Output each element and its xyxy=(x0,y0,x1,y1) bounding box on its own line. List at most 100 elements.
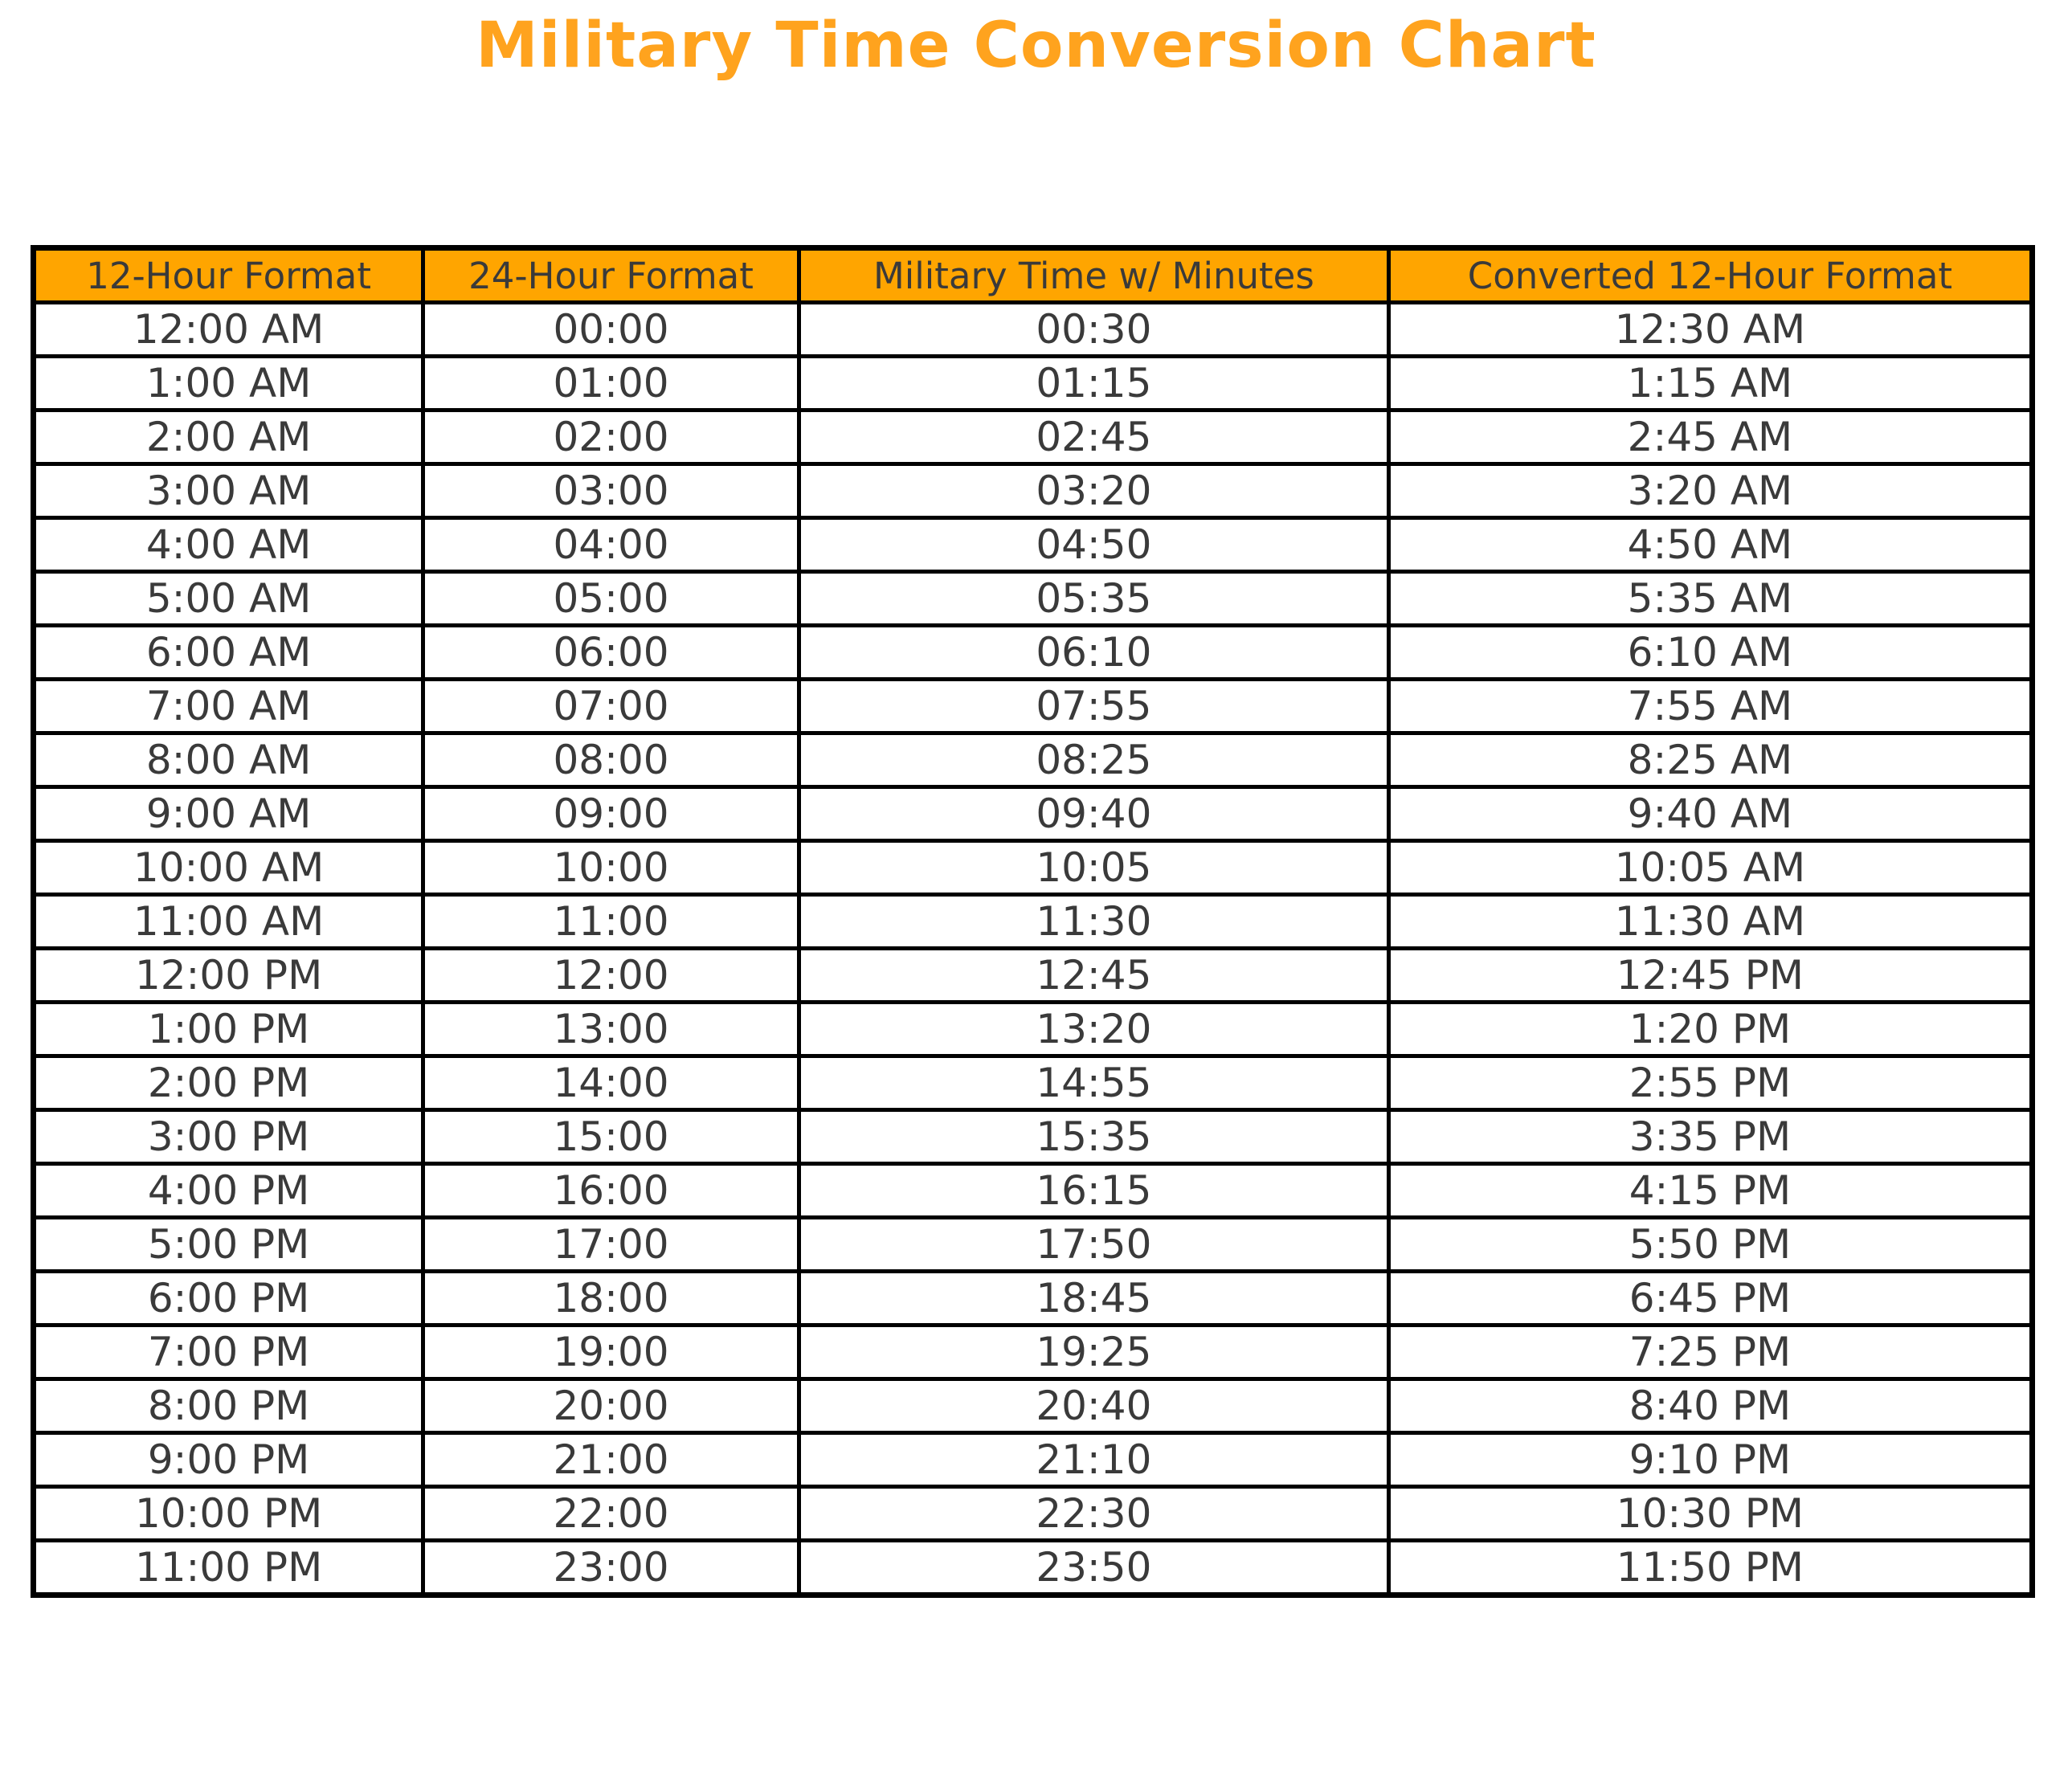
table-cell: 11:30 xyxy=(796,893,1391,950)
table-row: 11:00 PM 23:00 23:50 11:50 PM xyxy=(31,1538,2035,1597)
table-row: 5:00 PM 17:00 17:50 5:50 PM xyxy=(31,1215,2035,1273)
table-row: 2:00 AM 02:00 02:45 2:45 AM xyxy=(31,408,2035,466)
table-cell: 2:00 PM xyxy=(31,1054,426,1112)
table-cell: 22:30 xyxy=(796,1485,1391,1542)
table-cell: 19:00 xyxy=(421,1323,801,1381)
column-header: 12-Hour Format xyxy=(31,246,426,304)
table-cell: 1:15 AM xyxy=(1386,354,2035,412)
table-cell: 01:15 xyxy=(796,354,1391,412)
table-cell: 6:45 PM xyxy=(1386,1269,2035,1327)
table-cell: 3:20 AM xyxy=(1386,462,2035,520)
table-cell: 10:05 AM xyxy=(1386,839,2035,897)
table-cell: 08:00 xyxy=(421,731,801,789)
table-cell: 1:20 PM xyxy=(1386,1000,2035,1058)
table-cell: 16:15 xyxy=(796,1162,1391,1219)
table-cell: 3:00 PM xyxy=(31,1108,426,1166)
table-row: 1:00 PM 13:00 13:20 1:20 PM xyxy=(31,1000,2035,1058)
table-cell: 17:50 xyxy=(796,1215,1391,1273)
table-row: 4:00 AM 04:00 04:50 4:50 AM xyxy=(31,516,2035,574)
table-cell: 23:00 xyxy=(421,1538,801,1597)
table-row: 8:00 PM 20:00 20:40 8:40 PM xyxy=(31,1377,2035,1435)
table-cell: 05:00 xyxy=(421,570,801,627)
table-row: 12:00 AM 00:00 00:30 12:30 AM xyxy=(31,300,2035,358)
table-cell: 4:00 AM xyxy=(31,516,426,574)
table-row: 7:00 AM 07:00 07:55 7:55 AM xyxy=(31,677,2035,735)
table-cell: 14:55 xyxy=(796,1054,1391,1112)
table-header: 12-Hour Format 24-Hour Format Military Tim… xyxy=(31,246,2035,304)
table-cell: 10:00 PM xyxy=(31,1485,426,1542)
table-row: 12:00 PM 12:00 12:45 12:45 PM xyxy=(31,946,2035,1004)
table-cell: 08:25 xyxy=(796,731,1391,789)
table-cell: 03:00 xyxy=(421,462,801,520)
table-cell: 07:00 xyxy=(421,677,801,735)
table-cell: 00:30 xyxy=(796,300,1391,358)
table-cell: 7:00 PM xyxy=(31,1323,426,1381)
table-row: 7:00 PM 19:00 19:25 7:25 PM xyxy=(31,1323,2035,1381)
table-cell: 7:00 AM xyxy=(31,677,426,735)
table-cell: 8:00 AM xyxy=(31,731,426,789)
table-cell: 1:00 AM xyxy=(31,354,426,412)
table-cell: 23:50 xyxy=(796,1538,1391,1597)
table-cell: 15:00 xyxy=(421,1108,801,1166)
table-cell: 8:25 AM xyxy=(1386,731,2035,789)
column-header: Military Time w/ Minutes xyxy=(796,246,1391,304)
table-cell: 3:35 PM xyxy=(1386,1108,2035,1166)
table-cell: 2:55 PM xyxy=(1386,1054,2035,1112)
table-row: 2:00 PM 14:00 14:55 2:55 PM xyxy=(31,1054,2035,1112)
table-cell: 9:10 PM xyxy=(1386,1431,2035,1489)
table-cell: 5:50 PM xyxy=(1386,1215,2035,1273)
table-cell: 10:00 AM xyxy=(31,839,426,897)
table-cell: 6:00 AM xyxy=(31,623,426,681)
table-cell: 9:00 AM xyxy=(31,785,426,843)
table-cell: 03:20 xyxy=(796,462,1391,520)
table-cell: 10:00 xyxy=(421,839,801,897)
table-cell: 00:00 xyxy=(421,300,801,358)
table-cell: 6:00 PM xyxy=(31,1269,426,1327)
table-row: 3:00 PM 15:00 15:35 3:35 PM xyxy=(31,1108,2035,1166)
column-header: 24-Hour Format xyxy=(421,246,801,304)
table-cell: 20:00 xyxy=(421,1377,801,1435)
table-cell: 11:00 xyxy=(421,893,801,950)
table-cell: 4:15 PM xyxy=(1386,1162,2035,1219)
table-cell: 12:00 AM xyxy=(31,300,426,358)
table-cell: 06:10 xyxy=(796,623,1391,681)
table-cell: 4:00 PM xyxy=(31,1162,426,1219)
table-cell: 4:50 AM xyxy=(1386,516,2035,574)
table-row: 10:00 AM 10:00 10:05 10:05 AM xyxy=(31,839,2035,897)
table-cell: 12:45 xyxy=(796,946,1391,1004)
table-cell: 15:35 xyxy=(796,1108,1391,1166)
table-cell: 18:00 xyxy=(421,1269,801,1327)
table-cell: 21:00 xyxy=(421,1431,801,1489)
table-cell: 09:00 xyxy=(421,785,801,843)
table-cell: 09:40 xyxy=(796,785,1391,843)
table-cell: 8:40 PM xyxy=(1386,1377,2035,1435)
table-row: 9:00 PM 21:00 21:10 9:10 PM xyxy=(31,1431,2035,1489)
table-row: 6:00 PM 18:00 18:45 6:45 PM xyxy=(31,1269,2035,1327)
table-cell: 12:00 xyxy=(421,946,801,1004)
table-cell: 20:40 xyxy=(796,1377,1391,1435)
header-row: 12-Hour Format 24-Hour Format Military Tim… xyxy=(31,246,2035,304)
table-cell: 13:00 xyxy=(421,1000,801,1058)
table-cell: 04:50 xyxy=(796,516,1391,574)
table-cell: 2:45 AM xyxy=(1386,408,2035,466)
table-cell: 3:00 AM xyxy=(31,462,426,520)
column-header: Converted 12-Hour Format xyxy=(1386,246,2035,304)
table-cell: 8:00 PM xyxy=(31,1377,426,1435)
table-row: 10:00 PM 22:00 22:30 10:30 PM xyxy=(31,1485,2035,1542)
table-cell: 22:00 xyxy=(421,1485,801,1542)
table-row: 9:00 AM 09:00 09:40 9:40 AM xyxy=(31,785,2035,843)
table-cell: 10:05 xyxy=(796,839,1391,897)
table-row: 6:00 AM 06:00 06:10 6:10 AM xyxy=(31,623,2035,681)
table-cell: 12:45 PM xyxy=(1386,946,2035,1004)
table-row: 8:00 AM 08:00 08:25 8:25 AM xyxy=(31,731,2035,789)
table-body: 12:00 AM 00:00 00:30 12:30 AM 1:00 AM 01:00 01… xyxy=(31,300,2035,1597)
table-cell: 5:00 AM xyxy=(31,570,426,627)
table-cell: 07:55 xyxy=(796,677,1391,735)
table-cell: 19:25 xyxy=(796,1323,1391,1381)
table-cell: 5:35 AM xyxy=(1386,570,2035,627)
table-cell: 2:00 AM xyxy=(31,408,426,466)
table-cell: 05:35 xyxy=(796,570,1391,627)
table-row: 3:00 AM 03:00 03:20 3:20 AM xyxy=(31,462,2035,520)
table-cell: 11:00 AM xyxy=(31,893,426,950)
table-cell: 7:25 PM xyxy=(1386,1323,2035,1381)
